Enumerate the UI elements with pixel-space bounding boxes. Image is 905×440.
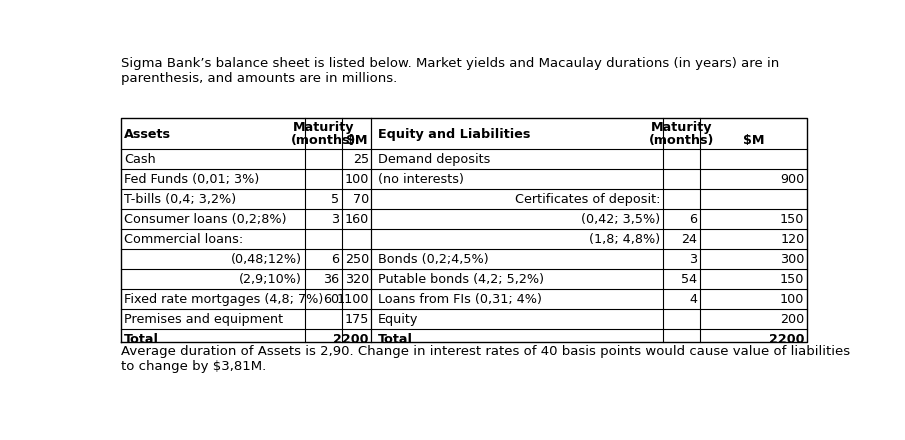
Text: (0,42; 3,5%): (0,42; 3,5%) [581,213,661,226]
Text: 2200: 2200 [333,333,369,346]
Text: 100: 100 [345,172,369,186]
Text: 150: 150 [780,213,805,226]
Text: Bonds (0,2;4,5%): Bonds (0,2;4,5%) [378,253,489,266]
Text: Putable bonds (4,2; 5,2%): Putable bonds (4,2; 5,2%) [378,273,544,286]
Text: 200: 200 [780,313,805,326]
Text: 36: 36 [323,273,339,286]
Text: 100: 100 [780,293,805,306]
Text: Consumer loans (0,2;8%): Consumer loans (0,2;8%) [124,213,287,226]
Text: Assets: Assets [124,128,171,141]
Text: 1100: 1100 [337,293,369,306]
Text: 54: 54 [681,273,698,286]
Text: (1,8; 4,8%): (1,8; 4,8%) [589,233,661,246]
Text: $M: $M [346,134,367,147]
Text: 150: 150 [780,273,805,286]
Text: 320: 320 [345,273,369,286]
Text: (months): (months) [649,134,714,147]
Text: Demand deposits: Demand deposits [378,153,491,165]
Text: Equity and Liabilities: Equity and Liabilities [378,128,530,141]
Text: 300: 300 [780,253,805,266]
Text: Average duration of Assets is 2,90. Change in interest rates of 40 basis points : Average duration of Assets is 2,90. Chan… [121,345,850,374]
Text: Total: Total [124,333,159,346]
Text: (no interests): (no interests) [378,172,464,186]
Text: 70: 70 [353,193,369,205]
Text: Maturity: Maturity [651,121,712,134]
Text: Sigma Bank’s balance sheet is listed below. Market yields and Macaulay durations: Sigma Bank’s balance sheet is listed bel… [121,57,779,84]
Text: $M: $M [742,134,764,147]
Text: 250: 250 [345,253,369,266]
Text: 3: 3 [690,253,698,266]
Text: 900: 900 [780,172,805,186]
Text: 175: 175 [345,313,369,326]
Text: 25: 25 [353,153,369,165]
Text: Premises and equipment: Premises and equipment [124,313,283,326]
Text: 60: 60 [323,293,339,306]
Text: 5: 5 [331,193,339,205]
Text: (2,9;10%): (2,9;10%) [239,273,302,286]
Text: Certificates of deposit:: Certificates of deposit: [515,193,661,205]
Text: Fed Funds (0,01; 3%): Fed Funds (0,01; 3%) [124,172,259,186]
Text: 6: 6 [331,253,339,266]
Text: T-bills (0,4; 3,2%): T-bills (0,4; 3,2%) [124,193,236,205]
Text: 4: 4 [690,293,698,306]
Text: Cash: Cash [124,153,156,165]
Text: (0,48;12%): (0,48;12%) [231,253,302,266]
Text: 3: 3 [331,213,339,226]
Text: (months): (months) [291,134,357,147]
Text: 2200: 2200 [769,333,805,346]
Text: 6: 6 [690,213,698,226]
Text: Fixed rate mortgages (4,8; 7%): Fixed rate mortgages (4,8; 7%) [124,293,323,306]
Text: 160: 160 [345,213,369,226]
Text: Loans from FIs (0,31; 4%): Loans from FIs (0,31; 4%) [378,293,542,306]
Text: Commercial loans:: Commercial loans: [124,233,243,246]
Text: 24: 24 [681,233,698,246]
Text: Maturity: Maturity [293,121,354,134]
Text: Equity: Equity [378,313,418,326]
Text: 120: 120 [780,233,805,246]
Text: Total: Total [378,333,414,346]
